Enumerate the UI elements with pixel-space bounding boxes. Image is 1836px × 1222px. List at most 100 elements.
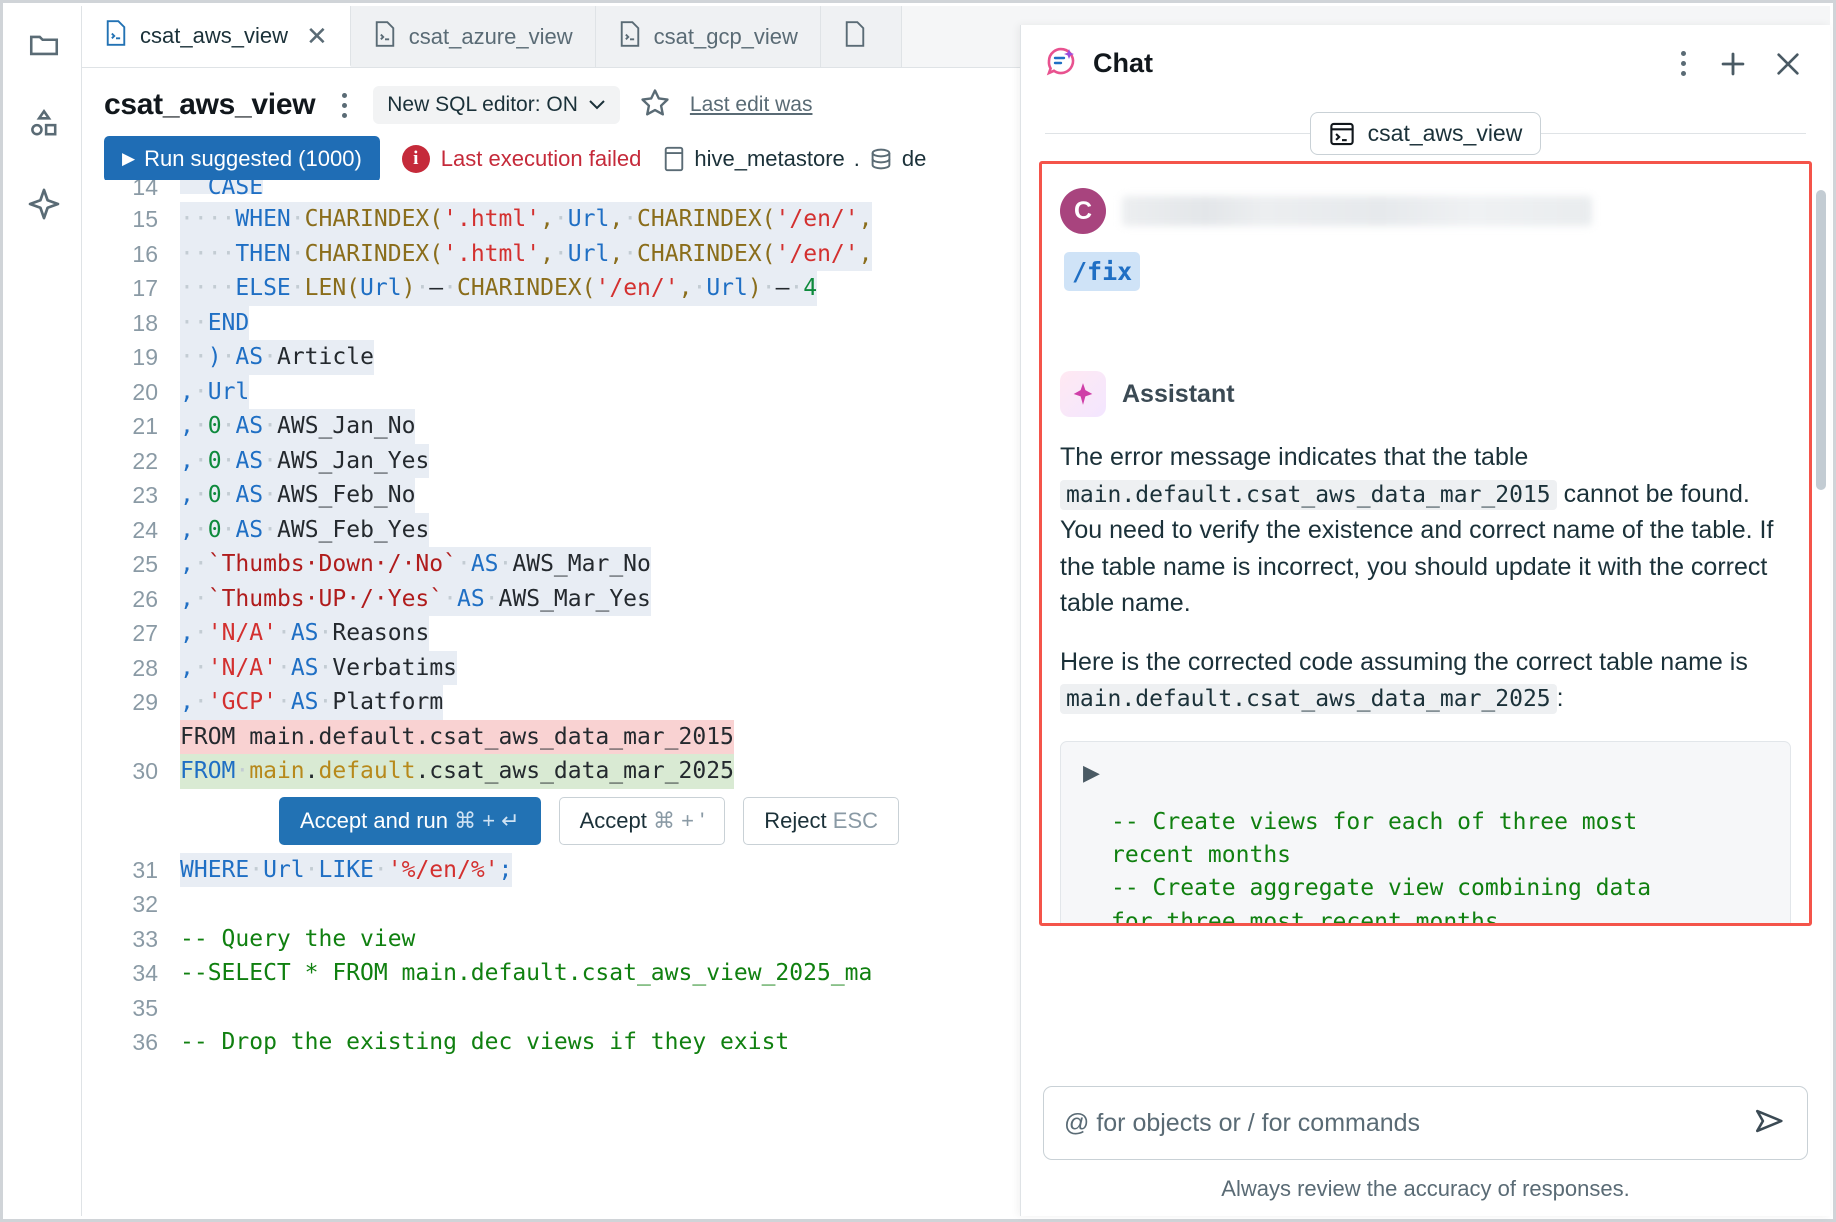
code-block-content: -- Create views for each of three most r… [1111, 808, 1652, 926]
context-chip-label: csat_aws_view [1367, 120, 1523, 146]
accept-and-run-button[interactable]: Accept and run ⌘ + ↵ [279, 796, 541, 845]
code-text: -- Query the view [180, 925, 416, 952]
line-number: 33 [82, 922, 180, 957]
chat-input-placeholder[interactable]: @ for objects or / for commands [1064, 1108, 1421, 1137]
context-chip[interactable]: csat_aws_view [1309, 112, 1542, 155]
code-text: --SELECT * FROM main.default.csat_aws_vi… [180, 960, 873, 986]
chevron-down-icon [589, 100, 605, 110]
code-line[interactable]: 25 ,·`Thumbs·Down·/·No`·AS·AWS_Mar_No [82, 547, 1830, 582]
line-number: 16 [132, 240, 158, 267]
chat-scrollbar[interactable] [1816, 190, 1826, 1074]
tab-csat-gcp-view[interactable]: csat_gcp_view [595, 6, 821, 67]
catalog-selector[interactable]: hive_metastore . de [663, 146, 926, 172]
button-shortcut: ⌘ + ↵ [454, 807, 520, 833]
code-expand-icon[interactable]: ▶ [1083, 759, 1100, 785]
database-icon [871, 148, 891, 170]
line-number: 31 [132, 856, 158, 883]
folder-icon[interactable] [22, 22, 66, 66]
sql-editor-toggle-label: New SQL editor: ON [387, 93, 578, 116]
para1-before: The error message indicates that the tab… [1060, 443, 1529, 471]
line-number: 20 [132, 378, 158, 405]
close-icon[interactable] [1772, 48, 1804, 80]
assistant-sparkle-icon [1060, 371, 1106, 417]
line-number: 22 [132, 447, 158, 474]
slash-command-chip: /fix [1064, 252, 1141, 291]
tab-csat-aws-view[interactable]: csat_aws_view ✕ [82, 6, 351, 67]
run-suggested-button[interactable]: ▶ Run suggested (1000) [104, 136, 380, 182]
close-icon[interactable]: ✕ [305, 20, 328, 51]
code-text: ,·Url [180, 374, 250, 409]
code-line[interactable]: 30 FROM·main.default.csat_aws_data_mar_20… [82, 754, 1830, 789]
chat-title: Chat [1093, 48, 1153, 78]
code-line[interactable]: 29 ,·'GCP'·AS·Platform [82, 685, 1830, 720]
para2-after: : [1556, 684, 1564, 713]
code-line[interactable]: 19 ··)·AS·Article [82, 340, 1830, 375]
chat-kebab-icon[interactable] [1672, 49, 1694, 79]
code-line[interactable]: 28 ,·'N/A'·AS·Verbatims [82, 650, 1830, 685]
code-text: ··)·AS·Article [180, 340, 374, 375]
catalog-icon[interactable] [22, 102, 66, 146]
sql-file-icon [618, 20, 642, 53]
sparkle-icon[interactable] [22, 182, 66, 226]
chat-body: csat_aws_view C /fix Assistant [1021, 94, 1830, 1074]
execution-status: i Last execution failed [401, 145, 642, 173]
code-line[interactable]: 15 ····WHEN·CHARINDEX('.html',·Url,·CHARI… [82, 202, 1830, 237]
code-line[interactable]: 35 [82, 991, 1830, 1026]
chat-disclaimer: Always review the accuracy of responses. [1221, 1176, 1630, 1201]
accept-button[interactable]: Accept ⌘ + ' [558, 796, 726, 845]
code-line[interactable]: 20 ,·Url [82, 374, 1830, 409]
para2-code: main.default.csat_aws_data_mar_2025 [1060, 684, 1557, 715]
code-line[interactable]: 27 ,·'N/A'·AS·Reasons [82, 616, 1830, 651]
line-number: 35 [82, 991, 180, 1026]
chat-scrollbar-thumb[interactable] [1816, 190, 1826, 490]
send-icon[interactable] [1753, 1104, 1787, 1143]
status-badge: Last execution failed [440, 146, 642, 171]
line-number: 29 [132, 689, 158, 715]
code-line[interactable]: 26 ,·`Thumbs·UP·/·Yes`·AS·AWS_Mar_Yes [82, 581, 1830, 616]
code-line[interactable]: 22 ,·0·AS·AWS_Jan_Yes [82, 443, 1830, 478]
last-edit-link[interactable]: Last edit was [689, 93, 813, 116]
line-number: 30 [132, 758, 158, 784]
code-text: ,·0·AS·AWS_Jan_No [180, 409, 416, 444]
code-text [180, 991, 194, 1026]
button-label: Accept [579, 807, 653, 833]
chat-thread-highlight: C /fix Assistant The error message indic… [1039, 161, 1812, 926]
code-line[interactable]: 31 WHERE·Url·LIKE·'%/en/%'; [82, 852, 1830, 887]
code-line[interactable]: 18 ··END [82, 305, 1830, 340]
code-text: ,·0·AS·AWS_Feb_Yes [180, 512, 430, 547]
code-line[interactable]: FROM main.default.csat_aws_data_mar_2015 [82, 719, 1830, 754]
code-line[interactable]: 34 --SELECT * FROM main.default.csat_aws_… [82, 956, 1830, 991]
para1-code: main.default.csat_aws_data_mar_2015 [1060, 479, 1557, 510]
assistant-code-block[interactable]: ▶ -- Create views for each of three most… [1060, 740, 1791, 926]
terminal-icon [1329, 122, 1354, 145]
line-number: 15 [132, 206, 158, 232]
chat-input-wrapper[interactable]: @ for objects or / for commands [1043, 1086, 1808, 1160]
code-line[interactable]: 21 ,·0·AS·AWS_Jan_No [82, 409, 1830, 444]
line-number: 23 [132, 482, 158, 508]
new-chat-icon[interactable] [1716, 47, 1750, 81]
sql-file-icon [843, 20, 867, 53]
code-line[interactable]: 16 ····THEN·CHARINDEX('.html',·Url,·CHARI… [82, 236, 1830, 271]
favorite-star-icon[interactable] [638, 86, 672, 125]
code-line[interactable]: 32 [82, 887, 1830, 922]
error-info-icon: i [401, 145, 430, 173]
code-text: ,·0·AS·AWS_Jan_Yes [180, 443, 430, 478]
kebab-menu-icon[interactable] [333, 90, 355, 120]
code-line[interactable]: 23 ,·0·AS·AWS_Feb_No [82, 478, 1830, 513]
tab-csat-azure-view[interactable]: csat_azure_view [350, 6, 596, 67]
context-divider: csat_aws_view [1039, 112, 1812, 155]
tab-overflow[interactable] [820, 6, 902, 67]
reject-button[interactable]: Reject ESC [743, 796, 900, 845]
button-label: Accept and run [300, 807, 455, 833]
code-line[interactable]: 17 ····ELSE·LEN(Url)·–·CHARINDEX('/en/',·… [82, 271, 1830, 306]
line-number: 25 [132, 551, 158, 577]
sql-editor-toggle[interactable]: New SQL editor: ON [373, 86, 620, 124]
button-shortcut: ESC [832, 807, 879, 833]
assistant-message-header: Assistant [1060, 371, 1791, 417]
code-line[interactable]: 24 ,·0·AS·AWS_Feb_Yes [82, 512, 1830, 547]
code-line[interactable]: 36 -- Drop the existing dec views if they… [82, 1025, 1830, 1060]
code-line[interactable]: 14 CASE [82, 180, 1830, 202]
code-text: ,·0·AS·AWS_Feb_No [180, 478, 416, 513]
code-line[interactable]: 33 -- Query the view [82, 922, 1830, 957]
